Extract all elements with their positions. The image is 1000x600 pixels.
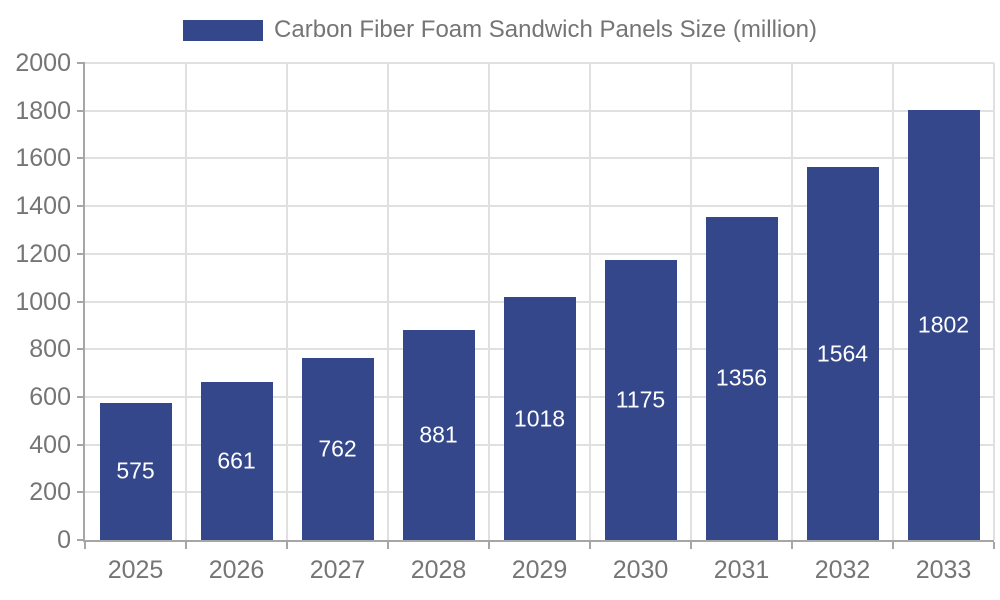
y-gridline <box>85 109 994 112</box>
x-tick-label: 2025 <box>107 556 164 584</box>
y-tick-label: 1800 <box>15 96 71 125</box>
y-tick-mark <box>77 348 85 351</box>
y-tick-label: 400 <box>29 430 71 459</box>
y-tick-mark <box>77 109 85 112</box>
y-tick-label: 1200 <box>15 239 71 268</box>
y-tick-label: 600 <box>29 382 71 411</box>
bar-2031[interactable]: 1356 <box>705 216 778 540</box>
x-tick-label: 2032 <box>814 556 871 584</box>
bar-value-label: 1018 <box>513 405 566 432</box>
x-tick-label: 2028 <box>410 556 467 584</box>
x-tick-label: 2033 <box>915 556 972 584</box>
x-tick-mark <box>84 542 86 549</box>
x-gridline <box>286 63 288 540</box>
y-gridline <box>85 252 994 255</box>
y-tick-label: 2000 <box>15 49 71 77</box>
bar-2025[interactable]: 575 <box>99 402 172 540</box>
y-tick-label: 1000 <box>15 287 71 316</box>
bar-2030[interactable]: 1175 <box>604 259 677 540</box>
bar-2028[interactable]: 881 <box>402 329 475 540</box>
y-tick-mark <box>77 205 85 208</box>
y-tick-mark <box>77 157 85 160</box>
y-gridline <box>85 62 994 64</box>
y-tick-mark <box>77 300 85 303</box>
x-tick-mark <box>387 542 389 549</box>
x-tick-label: 2030 <box>612 556 669 584</box>
bar-2027[interactable]: 762 <box>301 358 374 540</box>
bar-2033[interactable]: 1802 <box>907 110 980 540</box>
x-tick-label: 2031 <box>713 556 770 584</box>
x-tick-mark <box>589 542 591 549</box>
y-tick-mark <box>77 395 85 398</box>
bar-value-label: 575 <box>116 457 155 484</box>
x-tick-mark <box>791 542 793 549</box>
bar-value-label: 1356 <box>715 364 768 391</box>
y-tick-label: 800 <box>29 335 71 364</box>
y-gridline <box>85 205 994 208</box>
x-gridline <box>993 63 995 540</box>
y-tick-mark <box>77 491 85 494</box>
x-gridline <box>185 63 187 540</box>
x-tick-label: 2029 <box>511 556 568 584</box>
y-tick-mark <box>77 443 85 446</box>
x-tick-mark <box>488 542 490 549</box>
x-tick-mark <box>185 542 187 549</box>
plot-area: 575 661 762 881 1018 1175 1356 1564 1802 <box>85 62 995 540</box>
bar-2029[interactable]: 1018 <box>503 297 576 540</box>
x-gridline <box>791 63 793 540</box>
x-gridline <box>488 63 490 540</box>
y-axis-line <box>83 63 85 542</box>
x-tick-mark <box>993 542 995 549</box>
legend-swatch-icon <box>183 19 264 41</box>
x-tick-label: 2027 <box>309 556 366 584</box>
x-gridline <box>892 63 894 540</box>
y-tick-mark <box>77 62 85 64</box>
x-tick-label: 2026 <box>208 556 265 584</box>
x-gridline <box>690 63 692 540</box>
bar-value-label: 661 <box>217 447 256 474</box>
bar-2026[interactable]: 661 <box>200 382 273 540</box>
x-tick-mark <box>286 542 288 549</box>
x-gridline <box>589 63 591 540</box>
y-tick-label: 1400 <box>15 192 71 221</box>
bar-value-label: 1175 <box>615 386 666 413</box>
legend-item[interactable]: Carbon Fiber Foam Sandwich Panels Size (… <box>0 16 1000 44</box>
y-tick-mark <box>77 539 85 541</box>
x-axis-line <box>83 540 994 542</box>
y-tick-label: 1600 <box>15 144 71 173</box>
y-gridline <box>85 157 994 160</box>
bar-2032[interactable]: 1564 <box>806 167 879 540</box>
bar-value-label: 1802 <box>917 311 970 338</box>
y-tick-label: 0 <box>57 526 71 554</box>
bar-value-label: 881 <box>419 421 458 448</box>
y-tick-mark <box>77 252 85 255</box>
y-tick-label: 200 <box>29 478 71 507</box>
bar-value-label: 762 <box>318 435 357 462</box>
x-tick-mark <box>690 542 692 549</box>
x-tick-mark <box>892 542 894 549</box>
x-gridline <box>387 63 389 540</box>
bar-value-label: 1564 <box>816 340 869 366</box>
legend-label: Carbon Fiber Foam Sandwich Panels Size (… <box>274 16 817 43</box>
